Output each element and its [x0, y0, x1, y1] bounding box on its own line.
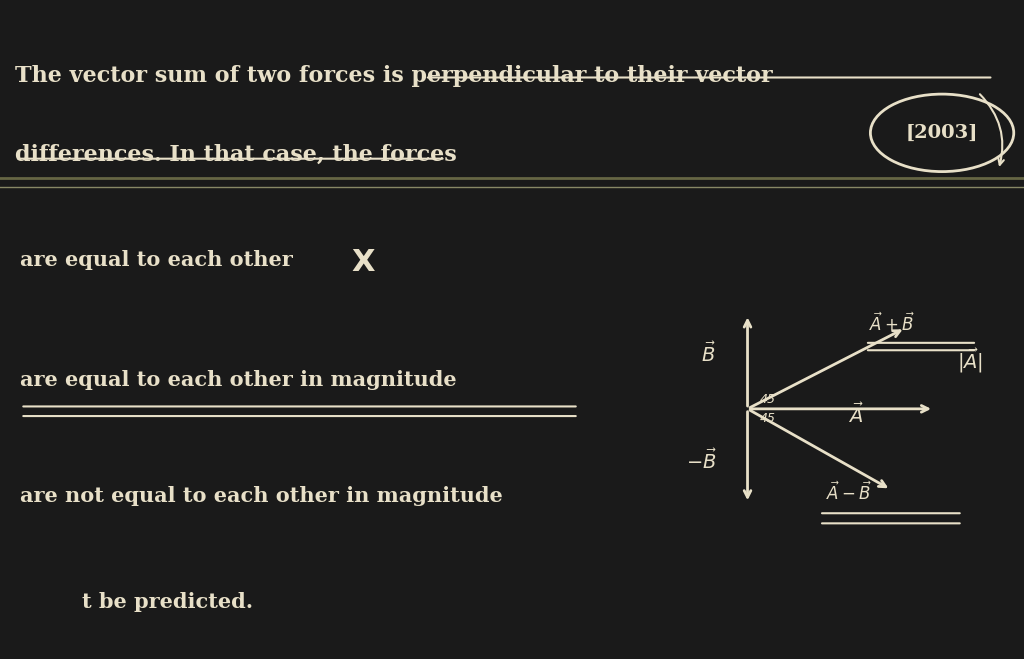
Text: $\vec{B}$: $\vec{B}$ — [701, 341, 717, 366]
Text: $\vec{A}$: $\vec{A}$ — [848, 403, 864, 427]
Text: The vector sum of two forces is perpendicular to their vector: The vector sum of two forces is perpendi… — [15, 65, 773, 86]
Text: 45: 45 — [760, 393, 776, 406]
Text: [2003]: [2003] — [906, 124, 978, 142]
Text: $\vec{A}-\vec{B}$: $\vec{A}-\vec{B}$ — [826, 481, 872, 503]
Text: t be predicted.: t be predicted. — [82, 592, 253, 612]
Text: $\vec{A}+\vec{B}$: $\vec{A}+\vec{B}$ — [869, 313, 915, 335]
Text: $-\vec{B}$: $-\vec{B}$ — [686, 449, 718, 473]
Text: differences. In that case, the forces: differences. In that case, the forces — [15, 144, 457, 166]
Text: X: X — [352, 248, 375, 277]
Text: $|\vec{A}|$: $|\vec{A}|$ — [957, 347, 983, 375]
Text: are equal to each other in magnitude: are equal to each other in magnitude — [20, 370, 457, 390]
Text: are not equal to each other in magnitude: are not equal to each other in magnitude — [20, 486, 503, 506]
Text: are equal to each other: are equal to each other — [20, 250, 293, 270]
Text: 45: 45 — [760, 413, 776, 425]
